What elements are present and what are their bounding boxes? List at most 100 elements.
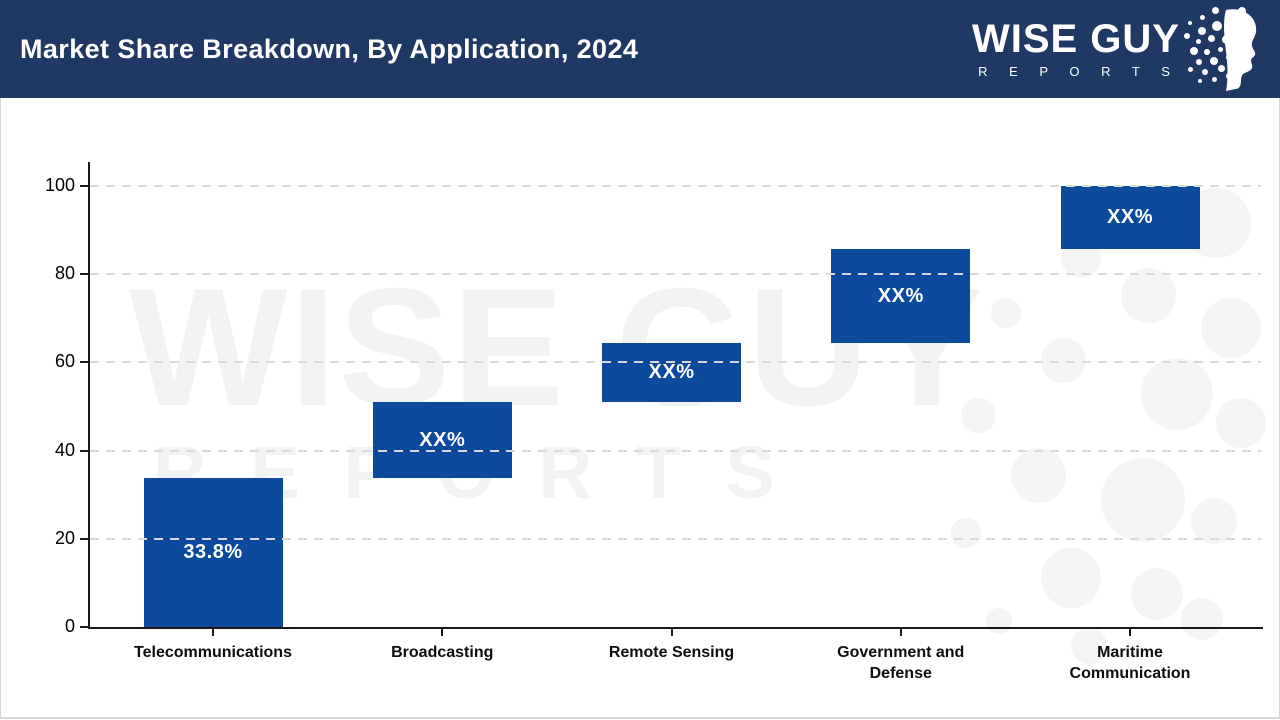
x-axis-label-line: Telecommunications (134, 644, 292, 661)
y-tick-label: 20 (54, 527, 75, 548)
bar-value-label: XX% (419, 428, 466, 451)
logo-dot (1196, 39, 1201, 44)
y-tick (80, 185, 88, 187)
logo-dot (1198, 27, 1206, 35)
gridline (90, 449, 1261, 452)
logo-dot (1226, 55, 1231, 60)
x-axis-label-line: Communication (1069, 664, 1191, 682)
y-tick (80, 449, 88, 452)
watermark-dot (1131, 568, 1183, 620)
gridline (90, 185, 1261, 187)
y-tick (80, 273, 88, 276)
y-tick-label: 0 (64, 616, 75, 636)
x-axis-label-line: Government and (837, 644, 965, 661)
logo-text: WISE GUY R E P O R T S (972, 19, 1180, 79)
x-axis-label: Government and Defense (791, 643, 1011, 685)
gridline (90, 537, 1261, 540)
logo-dot (1188, 21, 1192, 25)
bar: 33.8% (143, 477, 283, 627)
watermark-dot (1141, 358, 1213, 430)
logo-dot (1218, 47, 1223, 52)
watermark-dot (1041, 548, 1101, 608)
x-axis-label: Maritime Communication (1020, 643, 1240, 685)
logo-dot (1184, 33, 1190, 39)
header: Market Share Breakdown, By Application, … (0, 0, 1280, 98)
gridline (90, 273, 1261, 276)
y-tick (80, 361, 88, 364)
x-axis-line (88, 627, 1263, 629)
x-tick (899, 629, 902, 636)
logo-dot (1190, 47, 1198, 55)
watermark-dot (951, 518, 981, 548)
x-tick (441, 629, 444, 636)
logo-dot (1222, 35, 1231, 44)
logo-dot (1200, 15, 1205, 20)
bar: XX% (1060, 186, 1200, 250)
y-tick-label: 100 (44, 175, 75, 195)
x-axis-label-line: Remote Sensing (608, 644, 735, 661)
watermark-dot (986, 608, 1012, 634)
logo-dot (1210, 57, 1218, 65)
watermark-dot (1071, 628, 1107, 664)
watermark-dot (1216, 398, 1266, 448)
x-axis-label: Remote Sensing (562, 643, 782, 664)
x-tick (212, 629, 214, 636)
x-tick (1129, 629, 1131, 636)
logo-dot (1236, 31, 1243, 38)
watermark-dot (1041, 338, 1086, 383)
bar: XX% (831, 249, 971, 344)
logo-dot (1218, 65, 1225, 72)
y-axis-line (88, 162, 90, 629)
bar-value-label: XX% (877, 284, 924, 307)
watermark-dot (1191, 498, 1237, 544)
bar-value-label: XX% (1107, 206, 1153, 229)
face-profile-icon (1224, 9, 1257, 91)
logo-dot (1196, 59, 1202, 65)
y-tick (80, 537, 88, 540)
gridline (90, 361, 1261, 364)
watermark-dot (1101, 458, 1185, 542)
logo-dot (1232, 43, 1238, 49)
logo-dot (1212, 21, 1222, 31)
logo-wordmark: WISE GUY (971, 17, 1180, 61)
x-axis-label: Telecommunications (103, 643, 323, 664)
logo-dot (1204, 49, 1210, 55)
logo-dot (1212, 7, 1219, 14)
x-axis-label-line: Broadcasting (391, 644, 494, 661)
logo-dot (1238, 7, 1246, 15)
logo-subtitle: R E P O R T S (978, 64, 1179, 79)
x-axis-label: Broadcasting (332, 643, 552, 664)
y-tick-label: 60 (54, 351, 75, 372)
bar-value-label: 33.8% (183, 540, 243, 563)
brand-logo: WISE GUY R E P O R T S (972, 5, 1257, 93)
logo-dot (1226, 11, 1236, 21)
logo-dot (1240, 19, 1245, 24)
x-axis-label-line: Defense (869, 664, 932, 682)
bar-value-label: XX% (648, 361, 695, 384)
logo-face-icon (1182, 5, 1257, 93)
logo-dot (1208, 35, 1215, 42)
logo-dot (1228, 25, 1234, 31)
watermark-dot (991, 298, 1021, 328)
y-tick (80, 626, 88, 628)
watermark-dot (1121, 268, 1176, 323)
bar: XX% (372, 402, 512, 478)
x-tick (670, 629, 673, 636)
logo-dot (1198, 79, 1202, 83)
watermark-dot (1011, 448, 1066, 503)
logo-dot (1202, 69, 1208, 75)
logo-dot (1212, 77, 1217, 82)
watermark-dot (1181, 598, 1223, 640)
x-axis-label-line: Maritime (1097, 644, 1163, 661)
y-tick-label: 80 (54, 263, 75, 284)
page-title: Market Share Breakdown, By Application, … (20, 33, 639, 64)
watermark-dot (1201, 298, 1261, 358)
logo-dot (1188, 67, 1193, 72)
logo-dot (1226, 73, 1232, 79)
y-tick-label: 40 (54, 439, 75, 460)
watermark-dot (961, 398, 996, 433)
logo-dot (1234, 61, 1239, 66)
bar: XX% (602, 343, 741, 403)
